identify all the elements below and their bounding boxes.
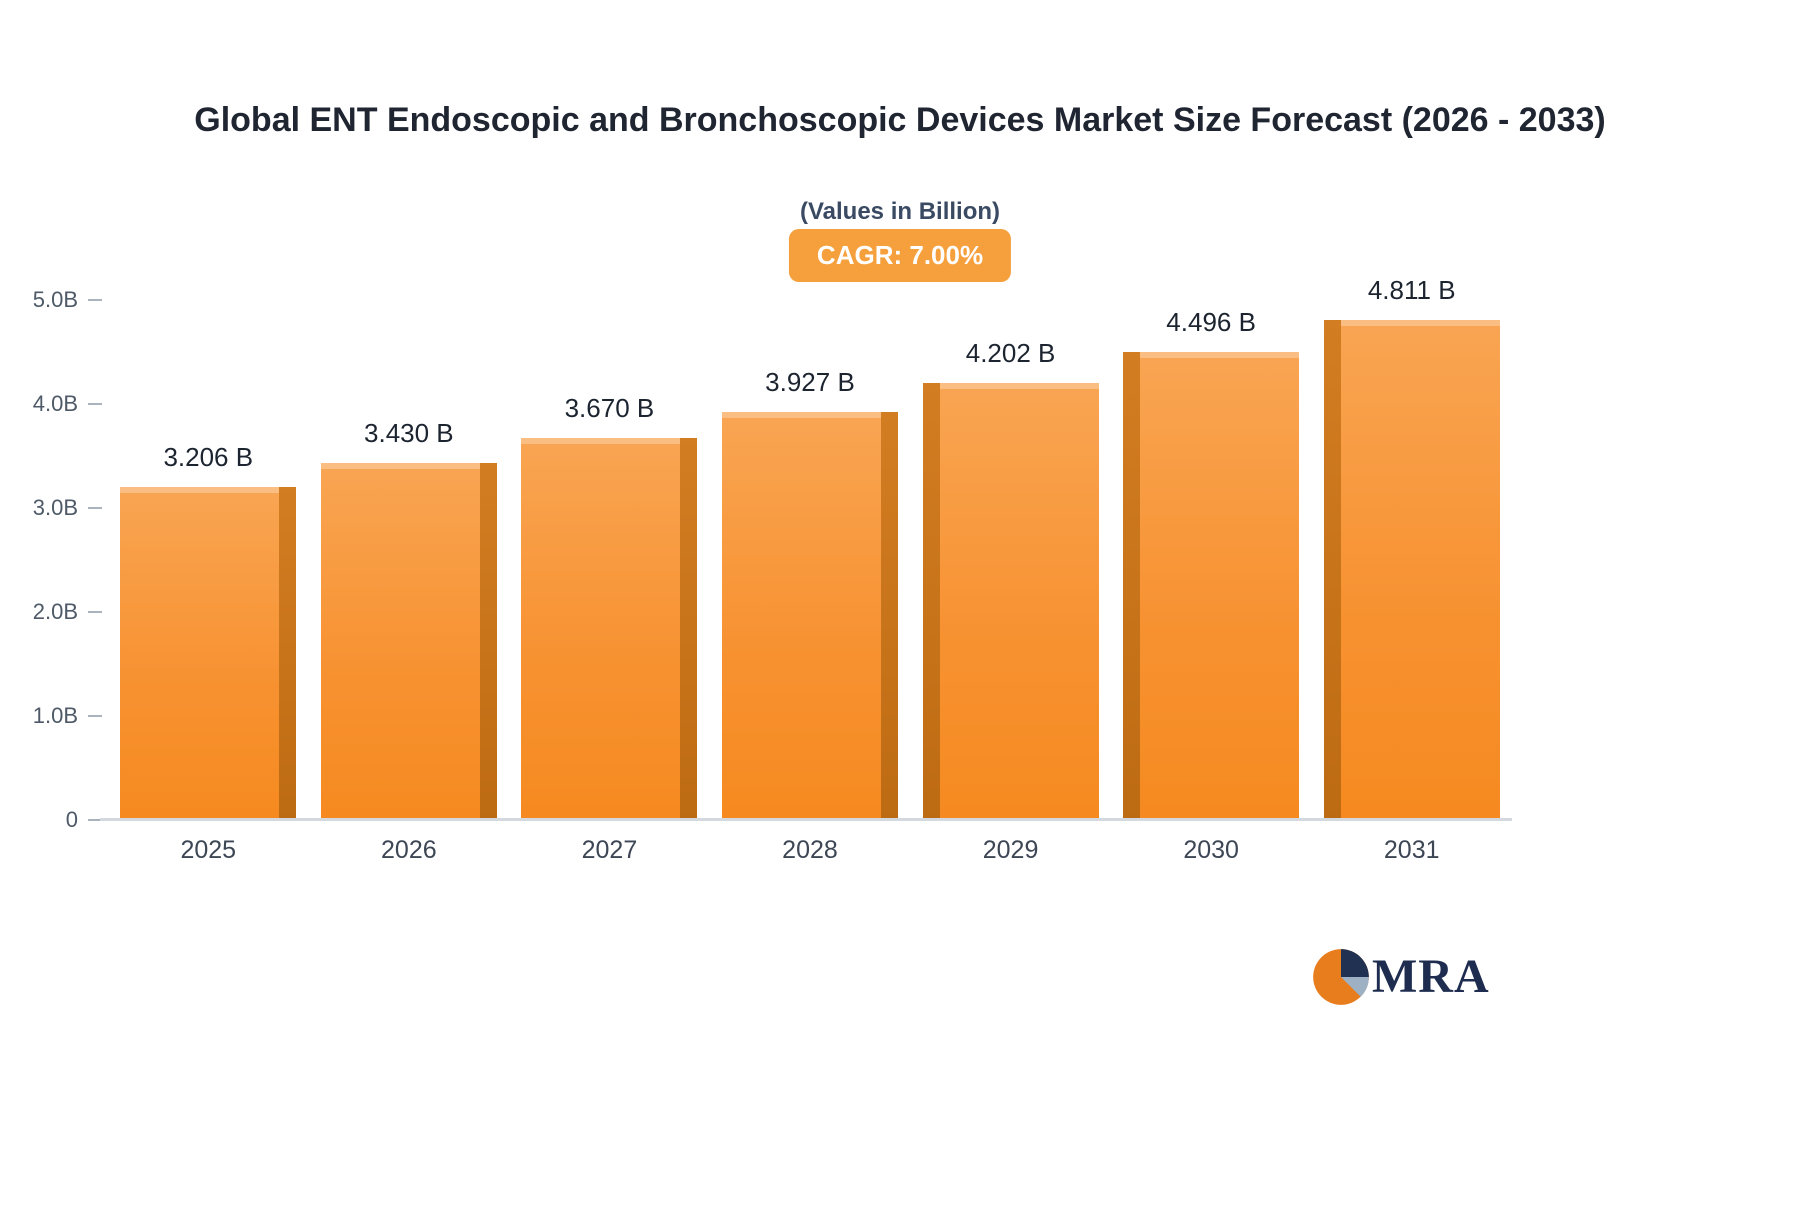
bar-value-label: 3.927 B xyxy=(765,366,855,397)
bar-2027 xyxy=(521,438,698,820)
bar-value-label: 3.670 B xyxy=(564,393,655,424)
x-axis-label: 2027 xyxy=(581,836,638,864)
x-axis-label: 2026 xyxy=(381,836,437,864)
x-axis-line xyxy=(100,818,1512,821)
y-tick-label: 2.0B xyxy=(32,599,78,624)
logo-mark-icon xyxy=(1313,949,1369,1005)
cagr-badge: CAGR: 7.00% xyxy=(788,229,1012,282)
y-tick-label: 4.0B xyxy=(32,391,78,416)
y-tick: 0 xyxy=(0,807,102,833)
chart-title: Global ENT Endoscopic and Bronchoscopic … xyxy=(194,101,1606,139)
bar-2031 xyxy=(1323,319,1500,821)
bar-slot: 3.670 B xyxy=(509,300,710,820)
bar-2025 xyxy=(120,486,297,821)
bar-slot: 4.496 B xyxy=(1111,300,1312,820)
y-tick: 2.0B xyxy=(0,599,102,625)
bar-slot: 3.430 B xyxy=(309,300,510,820)
y-tick-label: 1.0B xyxy=(32,703,78,728)
y-tick: 1.0B xyxy=(0,703,102,729)
y-tick-label: 0 xyxy=(65,807,78,832)
bar-2028 xyxy=(721,411,898,821)
y-axis: 0 1.0B 2.0B 3.0B 4.0B 5.0B xyxy=(0,287,102,832)
x-axis-label: 2025 xyxy=(180,836,237,864)
bar-slot: 4.202 B xyxy=(910,300,1111,820)
y-tick-mark xyxy=(88,403,102,405)
x-axis-label: 2030 xyxy=(1183,836,1239,864)
y-tick: 3.0B xyxy=(0,495,102,521)
y-tick-label: 5.0B xyxy=(32,287,78,312)
bar-slot: 3.206 B xyxy=(108,300,309,821)
chart-subtitle: (Values in Billion) xyxy=(799,198,1001,225)
bar-slot: 4.811 B xyxy=(1311,275,1512,821)
logo-text: MRA xyxy=(1372,950,1490,1003)
y-tick-mark xyxy=(88,715,102,717)
x-axis-label: 2028 xyxy=(782,836,838,864)
y-tick-mark xyxy=(88,299,102,301)
bar-value-label: 4.811 B xyxy=(1367,274,1456,305)
y-tick: 5.0B xyxy=(0,287,102,313)
x-axis-label: 2029 xyxy=(982,836,1039,864)
x-axis-label: 2031 xyxy=(1383,836,1440,864)
y-tick: 4.0B xyxy=(0,391,102,417)
bar-2030 xyxy=(1123,352,1300,820)
bar-value-label: 4.202 B xyxy=(965,338,1056,368)
y-tick-mark xyxy=(88,819,102,821)
bar-2026 xyxy=(320,463,497,820)
bar-value-label: 3.206 B xyxy=(163,441,254,472)
x-axis-labels: 2025 2026 2027 2028 2029 2030 2031 xyxy=(108,836,1512,872)
bar-value-label: 4.496 B xyxy=(1166,307,1256,338)
bar-slot: 3.927 B xyxy=(710,300,911,821)
y-tick-mark xyxy=(88,611,102,613)
y-tick-mark xyxy=(88,507,102,509)
bar-2029 xyxy=(922,383,1099,820)
brand-logo: MRA xyxy=(1312,948,1490,1006)
bar-value-label: 3.430 B xyxy=(364,418,454,449)
bars-container: 3.206 B 3.430 B 3.670 B 3.927 B 4.202 B 4.496… xyxy=(108,275,1512,821)
y-tick-label: 3.0B xyxy=(32,495,78,520)
